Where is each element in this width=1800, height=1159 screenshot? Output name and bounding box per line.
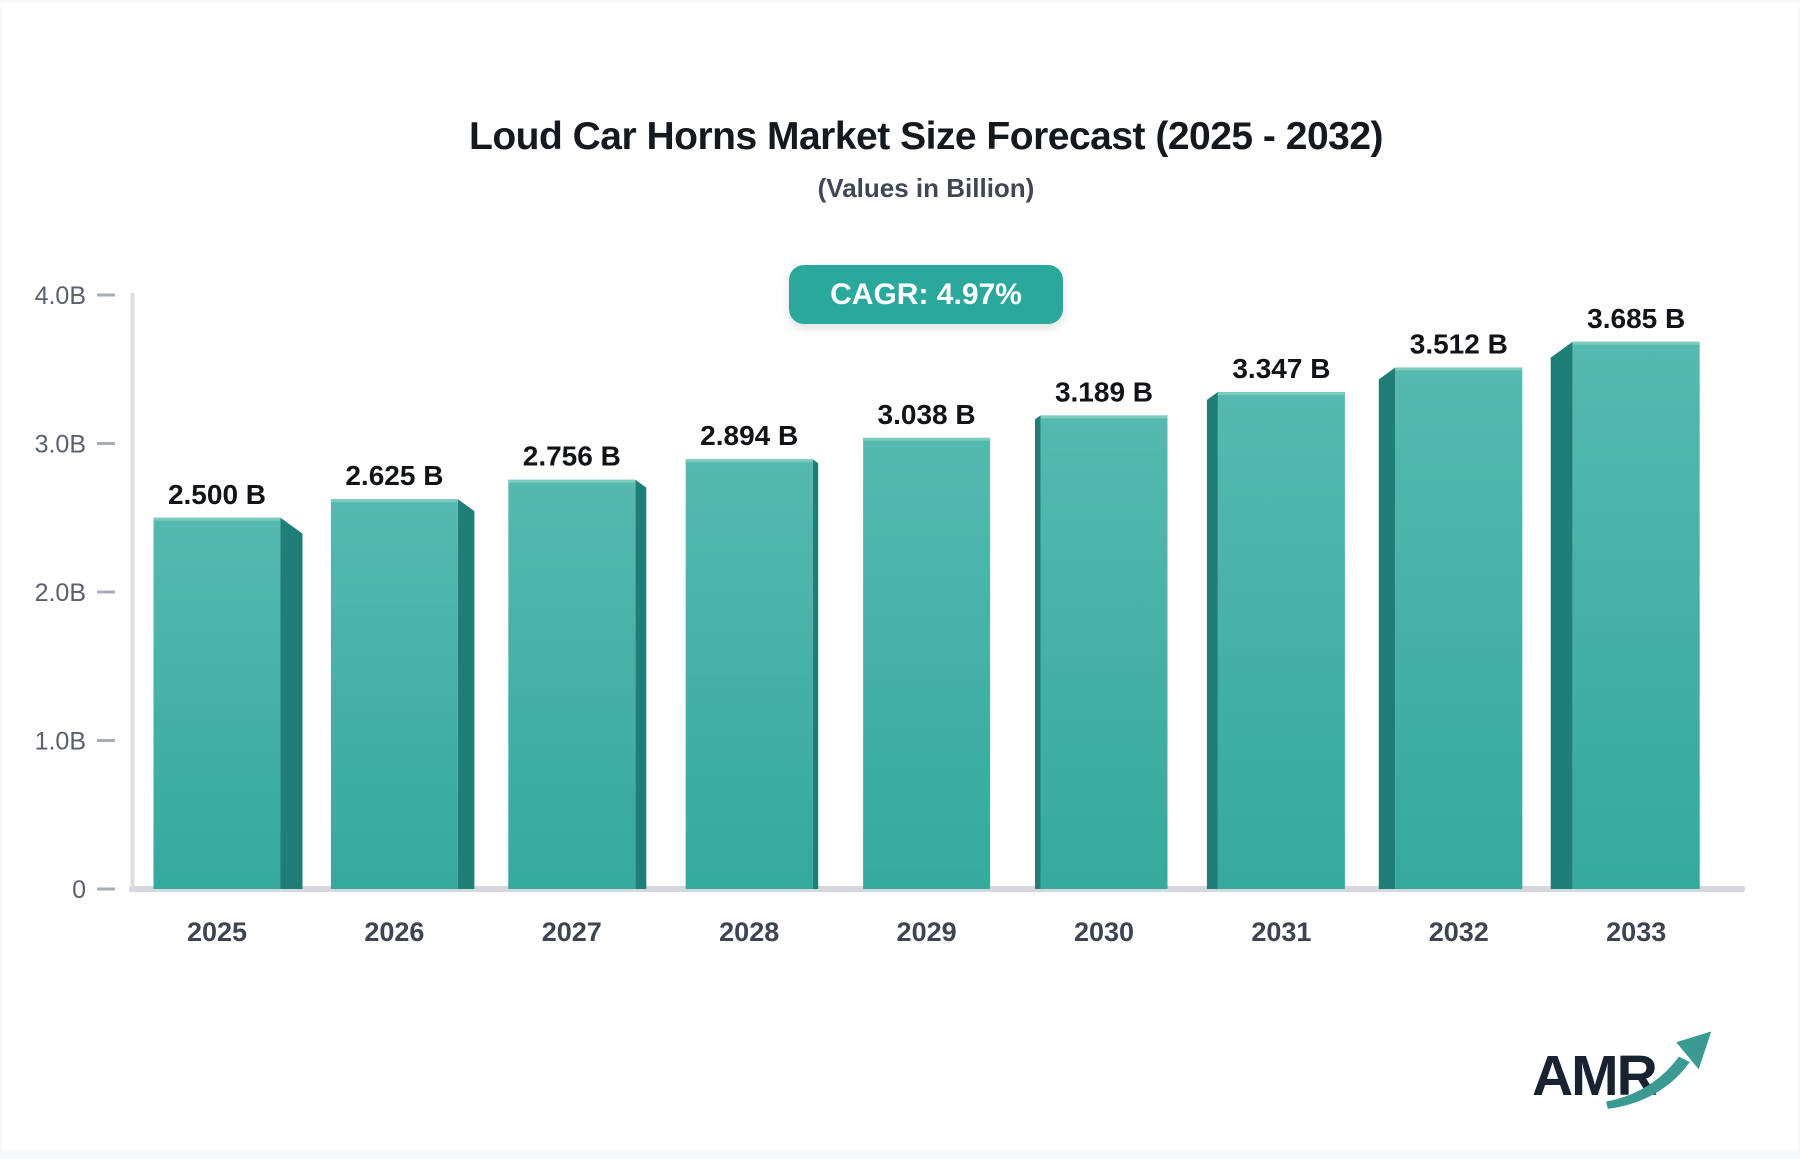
x-axis-label: 2033: [1606, 917, 1666, 947]
y-axis-tick-label: 0: [72, 876, 86, 904]
bar-side-face: [1035, 415, 1041, 889]
bar-top-edge: [508, 479, 636, 483]
y-axis-tick: [97, 590, 115, 594]
bar-value-label: 3.512 B: [1410, 328, 1508, 359]
x-axis-label: 2030: [1074, 917, 1134, 947]
bar: [1572, 341, 1700, 890]
bar-top-edge: [153, 517, 281, 521]
cagr-badge: CAGR: 4.97%: [789, 265, 1063, 324]
bar-value-label: 3.685 B: [1587, 303, 1685, 334]
y-axis-tick: [97, 442, 115, 445]
bar-top-edge: [863, 437, 991, 441]
x-axis-label: 2027: [542, 917, 602, 947]
bar: [330, 499, 458, 889]
chart-title: Loud Car Horns Market Size Forecast (202…: [469, 115, 1384, 158]
bar-value-label: 2.625 B: [345, 460, 443, 491]
bar-value-label: 3.189 B: [1055, 376, 1153, 407]
y-axis-tick-label: 2.0B: [35, 579, 86, 607]
y-axis-tick: [97, 887, 115, 891]
y-axis-tick-label: 1.0B: [35, 728, 86, 756]
bar: [508, 479, 636, 889]
bar: [1217, 391, 1345, 889]
bar: [1395, 367, 1523, 889]
bar: [153, 517, 281, 889]
chart-canvas: Loud Car Horns Market Size Forecast (202…: [2, 3, 1798, 1151]
bar-side-face: [280, 517, 303, 889]
y-axis-line: [130, 293, 135, 889]
y-axis-tick-label: 4.0B: [35, 282, 86, 310]
bar-side-face: [1550, 341, 1573, 890]
bar-top-edge: [330, 499, 458, 503]
bar-side-face: [635, 479, 647, 889]
bar-side-face: [1378, 367, 1396, 889]
amr-growth-arrow-icon: [1606, 1031, 1712, 1109]
x-axis-label: 2025: [187, 917, 247, 947]
chart-subtitle: (Values in Billion): [817, 173, 1035, 203]
y-axis-tick: [97, 739, 115, 742]
x-axis-label: 2031: [1251, 917, 1311, 947]
x-axis-label: 2032: [1429, 917, 1489, 947]
bar-chart-plot: 0 1.0B 2.0B 3.0B 4.0B 2.500 B 2025 2.625 B 2026 2…: [35, 282, 1745, 947]
bar-top-edge: [1040, 415, 1168, 419]
bar-side-face: [457, 499, 475, 889]
y-axis-tick-label: 3.0B: [35, 431, 86, 459]
x-axis-label: 2028: [719, 917, 779, 947]
bar-top-edge: [1572, 341, 1700, 345]
bar-value-label: 3.038 B: [878, 399, 976, 430]
bar-top-edge: [1217, 391, 1345, 395]
bar: [863, 437, 991, 889]
bar-value-label: 3.347 B: [1232, 353, 1330, 384]
amr-logo: AMR: [1532, 1031, 1732, 1133]
chart-header: Loud Car Horns Market Size Forecast (202…: [50, 3, 1800, 204]
y-axis-tick: [97, 293, 115, 297]
bar-value-label: 2.756 B: [523, 441, 621, 472]
x-axis-label: 2029: [897, 917, 957, 947]
x-axis-label: 2026: [364, 917, 424, 947]
bar-top-edge: [1395, 367, 1523, 371]
bar-value-label: 2.500 B: [168, 479, 266, 510]
bar-top-edge: [685, 459, 813, 463]
bar: [685, 459, 813, 889]
bar-value-label: 2.894 B: [700, 420, 798, 451]
bar: [1040, 415, 1168, 889]
bar-side-face: [812, 459, 819, 889]
bar-side-face: [1206, 391, 1218, 889]
